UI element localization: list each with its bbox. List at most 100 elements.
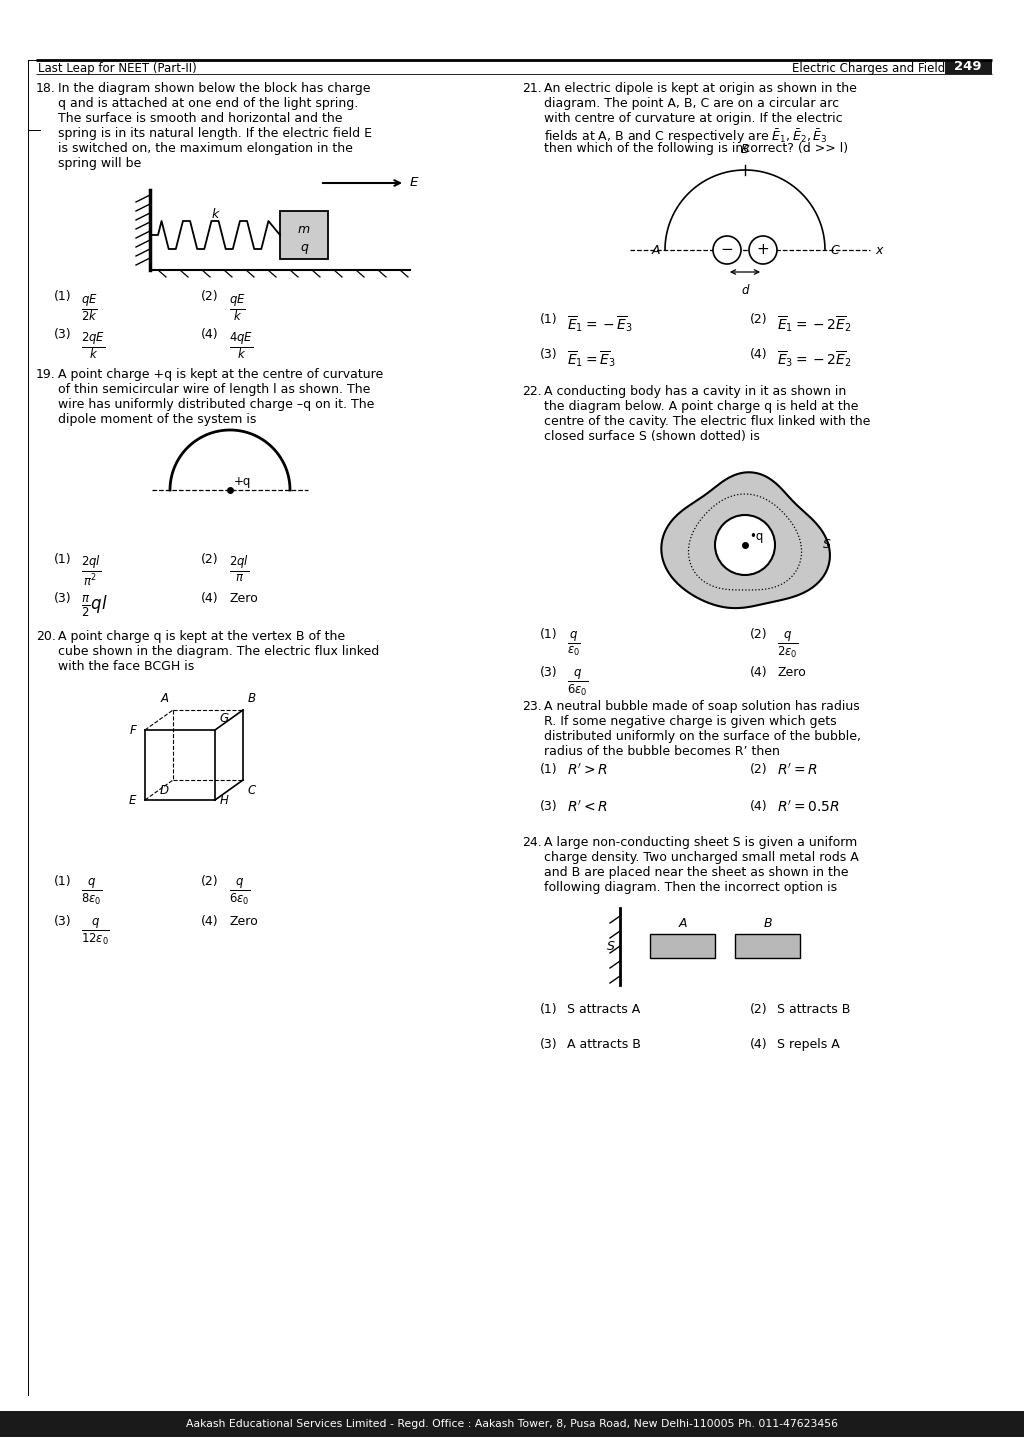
- Text: (3): (3): [54, 328, 72, 341]
- Text: radius of the bubble becomes R’ then: radius of the bubble becomes R’ then: [544, 745, 780, 758]
- Text: $R' = 0.5R$: $R' = 0.5R$: [777, 800, 840, 816]
- Text: B: B: [248, 693, 256, 706]
- Text: (1): (1): [540, 1004, 558, 1017]
- Text: spring is in its natural length. If the electric field E: spring is in its natural length. If the …: [58, 127, 372, 140]
- Text: (2): (2): [750, 312, 768, 325]
- Text: (1): (1): [540, 312, 558, 325]
- Text: A: A: [678, 917, 687, 930]
- Text: $\frac{2ql}{\pi^2}$: $\frac{2ql}{\pi^2}$: [81, 555, 101, 589]
- Bar: [0, 1411, 1024, 1437]
- Text: spring will be: spring will be: [58, 158, 141, 171]
- Text: (1): (1): [540, 628, 558, 641]
- Text: (3): (3): [540, 1038, 558, 1051]
- Bar: [280, 211, 328, 259]
- Text: S attracts B: S attracts B: [777, 1004, 850, 1017]
- Text: E: E: [129, 794, 136, 807]
- Text: 21.: 21.: [522, 82, 542, 95]
- Text: $\frac{q}{\varepsilon_0}$: $\frac{q}{\varepsilon_0}$: [567, 630, 581, 658]
- Text: of thin semicircular wire of length l as shown. The: of thin semicircular wire of length l as…: [58, 383, 371, 396]
- Text: q and is attached at one end of the light spring.: q and is attached at one end of the ligh…: [58, 97, 358, 110]
- Text: (1): (1): [54, 291, 72, 304]
- Text: B: B: [763, 917, 772, 930]
- Text: 18.: 18.: [36, 82, 56, 95]
- Circle shape: [749, 236, 777, 265]
- Text: R. If some negative charge is given which gets: R. If some negative charge is given whic…: [544, 714, 837, 727]
- Text: centre of the cavity. The electric flux linked with the: centre of the cavity. The electric flux …: [544, 415, 870, 428]
- Text: fields at A, B and C respectively are $\bar{E}_1, \bar{E}_2, \bar{E}_3$: fields at A, B and C respectively are $\…: [544, 127, 827, 146]
- Text: 24.: 24.: [522, 836, 542, 849]
- Text: +q: +q: [234, 474, 251, 487]
- Text: A point charge +q is kept at the centre of curvature: A point charge +q is kept at the centre …: [58, 367, 383, 380]
- Text: S: S: [607, 940, 615, 953]
- Circle shape: [713, 236, 741, 265]
- Text: q: q: [300, 241, 308, 254]
- Text: m: m: [298, 223, 310, 236]
- Text: S repels A: S repels A: [777, 1038, 840, 1051]
- Text: k: k: [211, 208, 219, 221]
- Text: Zero: Zero: [777, 667, 806, 680]
- Text: E: E: [410, 176, 419, 189]
- Text: (2): (2): [750, 763, 768, 777]
- Text: (4): (4): [750, 800, 768, 813]
- Text: $\frac{q}{12\varepsilon_0}$: $\frac{q}{12\varepsilon_0}$: [81, 917, 110, 947]
- Text: dipole moment of the system is: dipole moment of the system is: [58, 414, 256, 427]
- Text: (3): (3): [54, 591, 72, 604]
- Text: A attracts B: A attracts B: [567, 1038, 641, 1051]
- Text: (4): (4): [750, 1038, 768, 1051]
- Text: Electric Charges and Field: Electric Charges and Field: [792, 62, 945, 75]
- Text: following diagram. Then the incorrect option is: following diagram. Then the incorrect op…: [544, 881, 838, 894]
- Text: •q: •q: [749, 531, 763, 544]
- Text: A neutral bubble made of soap solution has radius: A neutral bubble made of soap solution h…: [544, 700, 860, 713]
- Text: (3): (3): [540, 667, 558, 680]
- Text: (3): (3): [540, 800, 558, 813]
- Text: with the face BCGH is: with the face BCGH is: [58, 659, 195, 672]
- Polygon shape: [662, 473, 829, 609]
- Text: $\frac{q}{8\varepsilon_0}$: $\frac{q}{8\varepsilon_0}$: [81, 878, 102, 907]
- Text: 23.: 23.: [522, 700, 542, 713]
- Text: (1): (1): [54, 875, 72, 888]
- Text: $\frac{q}{2\varepsilon_0}$: $\frac{q}{2\varepsilon_0}$: [777, 630, 799, 661]
- Text: (4): (4): [201, 328, 219, 341]
- Text: x: x: [874, 243, 883, 256]
- Text: +: +: [757, 243, 769, 257]
- Text: A: A: [161, 693, 169, 706]
- Text: (2): (2): [201, 552, 219, 565]
- Text: B: B: [740, 143, 750, 156]
- Text: (4): (4): [750, 667, 768, 680]
- Text: (4): (4): [201, 915, 219, 928]
- Text: the diagram below. A point charge q is held at the: the diagram below. A point charge q is h…: [544, 401, 858, 414]
- Text: (2): (2): [750, 1004, 768, 1017]
- Text: $\overline{E}_1 = \overline{E}_3$: $\overline{E}_1 = \overline{E}_3$: [567, 348, 615, 369]
- Text: H: H: [219, 794, 228, 807]
- Text: is switched on, the maximum elongation in the: is switched on, the maximum elongation i…: [58, 142, 353, 155]
- Text: $\frac{2qE}{k}$: $\frac{2qE}{k}$: [81, 330, 105, 362]
- Bar: [735, 934, 800, 959]
- Text: S: S: [823, 538, 830, 551]
- Text: $\frac{q}{6\varepsilon_0}$: $\frac{q}{6\varepsilon_0}$: [229, 878, 250, 907]
- Text: D: D: [160, 785, 169, 798]
- Text: G: G: [219, 713, 228, 726]
- Text: A point charge q is kept at the vertex B of the: A point charge q is kept at the vertex B…: [58, 630, 345, 643]
- Text: diagram. The point A, B, C are on a circular arc: diagram. The point A, B, C are on a circ…: [544, 97, 839, 110]
- Text: $\frac{q}{6\varepsilon_0}$: $\frac{q}{6\varepsilon_0}$: [567, 668, 588, 698]
- Text: $R' > R$: $R' > R$: [567, 763, 608, 778]
- Text: $\overline{E}_3 = -2\overline{E}_2$: $\overline{E}_3 = -2\overline{E}_2$: [777, 348, 852, 369]
- Text: (2): (2): [201, 875, 219, 888]
- Text: A: A: [651, 243, 660, 256]
- Text: (4): (4): [750, 348, 768, 362]
- Text: S attracts A: S attracts A: [567, 1004, 640, 1017]
- Text: 249: 249: [954, 61, 982, 74]
- Text: wire has uniformly distributed charge –q on it. The: wire has uniformly distributed charge –q…: [58, 398, 375, 411]
- Text: $R' < R$: $R' < R$: [567, 800, 608, 816]
- Text: closed surface S (shown dotted) is: closed surface S (shown dotted) is: [544, 429, 760, 442]
- Text: (1): (1): [54, 552, 72, 565]
- Text: 19.: 19.: [36, 367, 55, 380]
- Text: then which of the following is incorrect? (d >> l): then which of the following is incorrect…: [544, 142, 848, 155]
- Text: F: F: [129, 723, 136, 736]
- Text: $\frac{\pi}{2}ql$: $\frac{\pi}{2}ql$: [81, 594, 108, 619]
- Text: (1): (1): [540, 763, 558, 777]
- Text: Last Leap for NEET (Part-II): Last Leap for NEET (Part-II): [38, 62, 197, 75]
- Text: $\overline{E}_1 = -2\overline{E}_2$: $\overline{E}_1 = -2\overline{E}_2$: [777, 314, 852, 334]
- Text: −: −: [721, 243, 733, 257]
- Text: (3): (3): [540, 348, 558, 362]
